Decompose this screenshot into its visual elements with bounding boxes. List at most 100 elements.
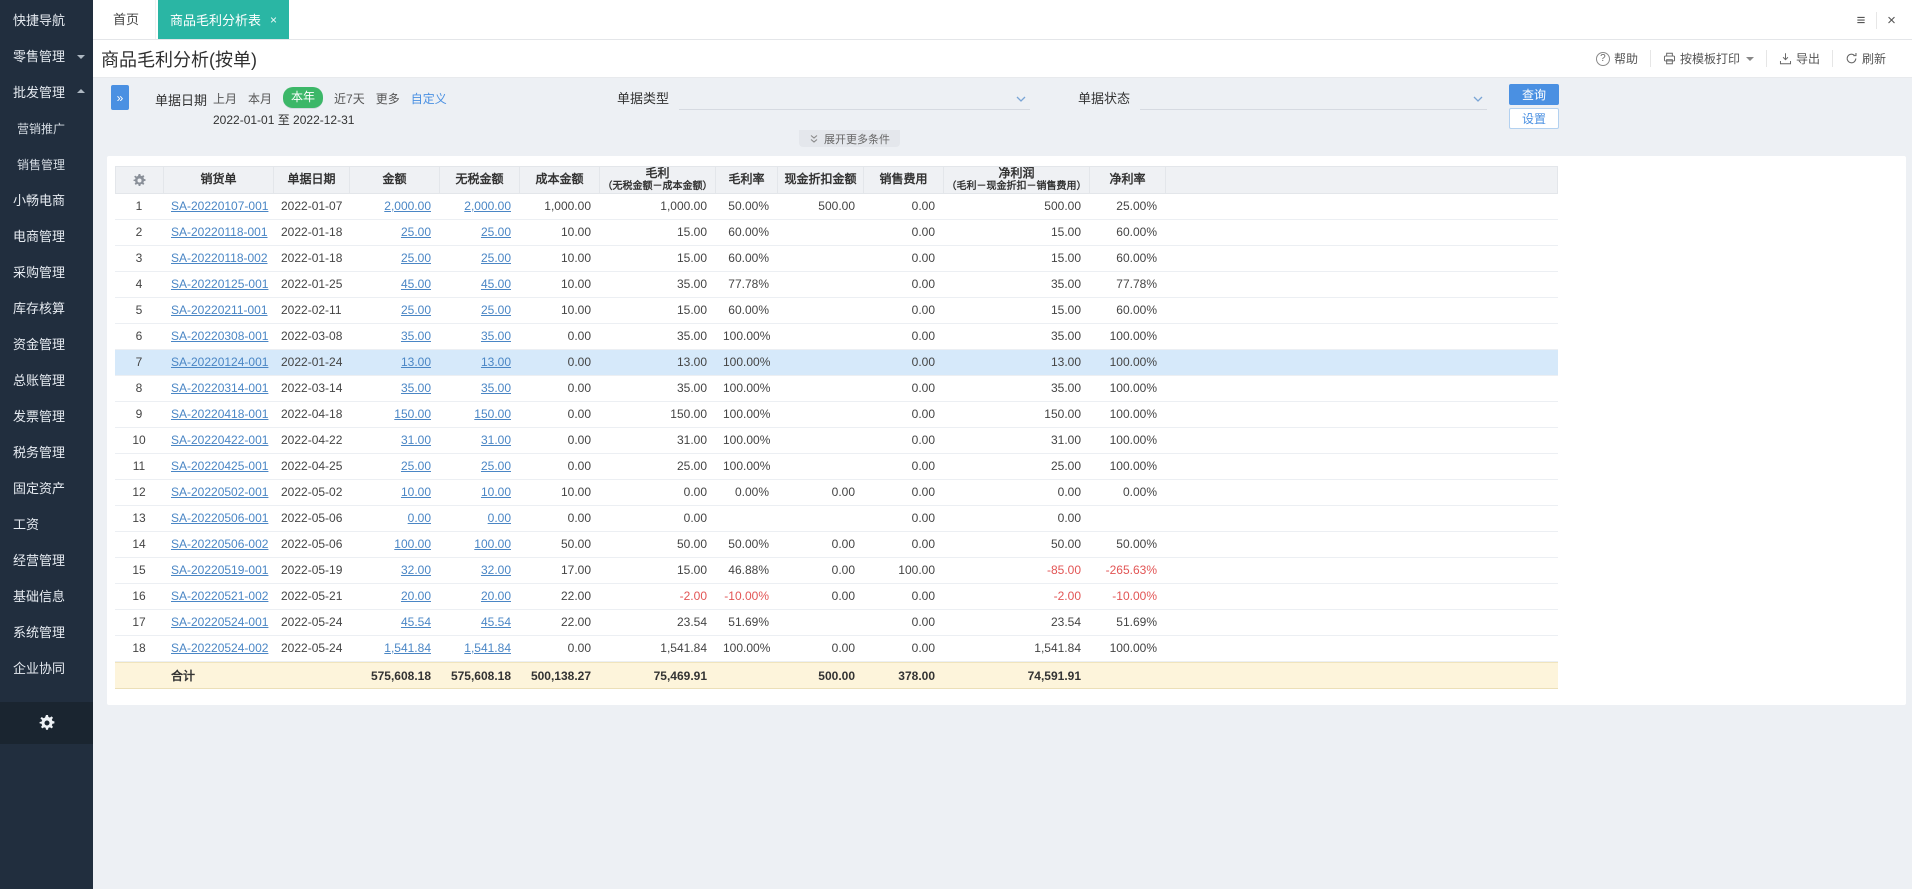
taxfree-amount-link[interactable]: 25.00 [480, 303, 511, 317]
tab-list-icon[interactable]: ≡ [1856, 11, 1866, 29]
table-row[interactable]: 18 SA-20220524-002 2022-05-24 1,541.84 1,541… [115, 636, 1558, 662]
taxfree-amount-link[interactable]: 2,000.00 [464, 199, 511, 213]
table-row[interactable]: 16 SA-20220521-002 2022-05-21 20.00 20.00 22.… [115, 584, 1558, 610]
sidebar-item[interactable]: 批发管理 [0, 75, 93, 111]
amount-link[interactable]: 45.00 [400, 277, 431, 291]
print-template-button[interactable]: 按模板打印 [1649, 50, 1766, 67]
taxfree-amount-link[interactable]: 45.00 [480, 277, 511, 291]
sidebar-item[interactable]: 电商管理 [0, 219, 93, 255]
sidebar-item[interactable]: 经营管理 [0, 543, 93, 579]
table-row[interactable]: 2 SA-20220118-001 2022-01-18 25.00 25.00 10.0… [115, 220, 1558, 246]
sidebar-item[interactable]: 税务管理 [0, 435, 93, 471]
export-button[interactable]: 导出 [1765, 50, 1832, 67]
sidebar-item[interactable]: 营销推广 [0, 111, 93, 147]
table-row[interactable]: 1 SA-20220107-001 2022-01-07 2,000.00 2,000.… [115, 194, 1558, 220]
quick-option[interactable]: 本年 [283, 87, 324, 109]
table-row[interactable]: 9 SA-20220418-001 2022-04-18 150.00 150.00 0.… [115, 402, 1558, 428]
table-row[interactable]: 10 SA-20220422-001 2022-04-22 31.00 31.00 0.0… [115, 428, 1558, 454]
amount-link[interactable]: 35.00 [400, 329, 431, 343]
sidebar-item[interactable]: 发票管理 [0, 399, 93, 435]
table-row[interactable]: 6 SA-20220308-001 2022-03-08 35.00 35.00 0.00… [115, 324, 1558, 350]
tab-home[interactable]: 首页 [97, 0, 157, 39]
amount-link[interactable]: 35.00 [400, 381, 431, 395]
table-row[interactable]: 5 SA-20220211-001 2022-02-11 25.00 25.00 10.0… [115, 298, 1558, 324]
order-link[interactable]: SA-20220125-001 [171, 277, 269, 291]
tab-active[interactable]: 商品毛利分析表 × [158, 0, 290, 39]
amount-link[interactable]: 2,000.00 [384, 199, 431, 213]
amount-link[interactable]: 1,541.84 [384, 641, 431, 655]
table-row[interactable]: 8 SA-20220314-001 2022-03-14 35.00 35.00 0.00… [115, 376, 1558, 402]
table-row[interactable]: 13 SA-20220506-001 2022-05-06 0.00 0.00 0.00 0… [115, 506, 1558, 532]
order-link[interactable]: SA-20220502-001 [171, 485, 269, 499]
table-row[interactable]: 4 SA-20220125-001 2022-01-25 45.00 45.00 10.0… [115, 272, 1558, 298]
taxfree-amount-link[interactable]: 20.00 [480, 589, 511, 603]
taxfree-amount-link[interactable]: 32.00 [480, 563, 511, 577]
settings-button[interactable]: 设置 [1509, 108, 1559, 129]
quick-option[interactable]: 近7天 [334, 91, 365, 106]
doc-type-select[interactable] [679, 88, 1030, 110]
amount-link[interactable]: 32.00 [400, 563, 431, 577]
gear-icon[interactable] [133, 173, 146, 187]
sidebar-item[interactable]: 采购管理 [0, 255, 93, 291]
order-link[interactable]: SA-20220314-001 [171, 381, 269, 395]
sidebar-item[interactable]: 资金管理 [0, 327, 93, 363]
sidebar-item[interactable]: 企业协同 [0, 651, 93, 687]
order-link[interactable]: SA-20220308-001 [171, 329, 269, 343]
date-range-value[interactable]: 2022-01-01 至 2022-12-31 [213, 113, 355, 127]
query-button[interactable]: 查询 [1509, 84, 1559, 105]
sidebar-item[interactable]: 库存核算 [0, 291, 93, 327]
taxfree-amount-link[interactable]: 35.00 [480, 381, 511, 395]
amount-link[interactable]: 150.00 [394, 407, 431, 421]
amount-link[interactable]: 10.00 [400, 485, 431, 499]
taxfree-amount-link[interactable]: 35.00 [480, 329, 511, 343]
amount-link[interactable]: 31.00 [400, 433, 431, 447]
sidebar-item[interactable]: 总账管理 [0, 363, 93, 399]
quick-option[interactable]: 本月 [248, 91, 273, 106]
sidebar-item[interactable]: 小畅电商 [0, 183, 93, 219]
order-link[interactable]: SA-20220107-001 [171, 199, 269, 213]
order-link[interactable]: SA-20220418-001 [171, 407, 269, 421]
order-link[interactable]: SA-20220118-002 [171, 251, 268, 265]
order-link[interactable]: SA-20220524-002 [171, 641, 269, 655]
taxfree-amount-link[interactable]: 0.00 [487, 511, 511, 525]
order-link[interactable]: SA-20220425-001 [171, 459, 269, 473]
doc-status-select[interactable] [1140, 88, 1487, 110]
taxfree-amount-link[interactable]: 13.00 [480, 355, 511, 369]
taxfree-amount-link[interactable]: 1,541.84 [464, 641, 511, 655]
quick-option[interactable]: 自定义 [410, 91, 447, 106]
taxfree-amount-link[interactable]: 25.00 [480, 225, 511, 239]
taxfree-amount-link[interactable]: 10.00 [480, 485, 511, 499]
taxfree-amount-link[interactable]: 100.00 [474, 537, 511, 551]
order-link[interactable]: SA-20220521-002 [171, 589, 269, 603]
amount-link[interactable]: 13.00 [400, 355, 431, 369]
taxfree-amount-link[interactable]: 45.54 [480, 615, 511, 629]
sidebar-item[interactable]: 零售管理 [0, 39, 93, 75]
order-link[interactable]: SA-20220211-001 [171, 303, 268, 317]
taxfree-amount-link[interactable]: 150.00 [474, 407, 511, 421]
sidebar-item[interactable]: 快捷导航 [0, 3, 93, 39]
sidebar-settings-button[interactable] [0, 702, 93, 744]
table-row[interactable]: 14 SA-20220506-002 2022-05-06 100.00 100.00 5… [115, 532, 1558, 558]
amount-link[interactable]: 25.00 [400, 303, 431, 317]
amount-link[interactable]: 100.00 [394, 537, 431, 551]
tab-close-icon[interactable]: × [270, 12, 278, 27]
table-row[interactable]: 12 SA-20220502-001 2022-05-02 10.00 10.00 10.… [115, 480, 1558, 506]
table-row[interactable]: 11 SA-20220425-001 2022-04-25 25.00 25.00 0.0… [115, 454, 1558, 480]
order-link[interactable]: SA-20220506-002 [171, 537, 269, 551]
order-link[interactable]: SA-20220519-001 [171, 563, 269, 577]
help-button[interactable]: ? 帮助 [1584, 50, 1650, 67]
order-link[interactable]: SA-20220422-001 [171, 433, 269, 447]
table-row[interactable]: 17 SA-20220524-001 2022-05-24 45.54 45.54 22.… [115, 610, 1558, 636]
amount-link[interactable]: 25.00 [400, 225, 431, 239]
expand-more-button[interactable]: 展开更多条件 [799, 130, 900, 147]
amount-link[interactable]: 0.00 [407, 511, 431, 525]
amount-link[interactable]: 20.00 [400, 589, 431, 603]
taxfree-amount-link[interactable]: 31.00 [480, 433, 511, 447]
taxfree-amount-link[interactable]: 25.00 [480, 459, 511, 473]
sidebar-item[interactable]: 工资 [0, 507, 93, 543]
table-row[interactable]: 7 SA-20220124-001 2022-01-24 13.00 13.00 0.00… [115, 350, 1558, 376]
amount-link[interactable]: 25.00 [400, 459, 431, 473]
sidebar-item[interactable]: 销售管理 [0, 147, 93, 183]
quick-option[interactable]: 更多 [375, 91, 400, 106]
taxfree-amount-link[interactable]: 25.00 [480, 251, 511, 265]
